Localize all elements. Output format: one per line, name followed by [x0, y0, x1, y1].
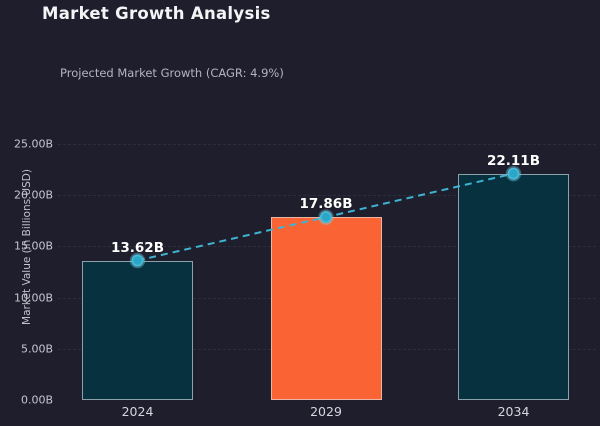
x-tick-label: 2029: [310, 404, 342, 419]
x-tick-label: 2034: [497, 404, 530, 419]
y-tick-label: 5.00B: [20, 342, 53, 356]
y-tick-label: 25.00B: [13, 137, 53, 151]
bar-value-label: 22.11B: [487, 152, 540, 169]
bar-2024: [82, 260, 193, 400]
chart-title: Market Growth Analysis: [42, 4, 271, 23]
bar-2034: [458, 173, 569, 400]
y-tick-label: 15.00B: [13, 239, 53, 253]
y-tick-label: 10.00B: [13, 291, 53, 305]
y-tick-label: 20.00B: [13, 188, 53, 202]
bar-value-label: 13.62B: [111, 239, 164, 256]
x-tick-label: 2024: [121, 404, 154, 419]
y-tick-label: 0.00B: [20, 393, 53, 407]
bar-value-label: 17.86B: [299, 196, 353, 213]
bar-2029: [270, 217, 382, 400]
gridline: [58, 144, 596, 145]
chart-subtitle: Projected Market Growth (CAGR: 4.9%): [60, 66, 284, 80]
